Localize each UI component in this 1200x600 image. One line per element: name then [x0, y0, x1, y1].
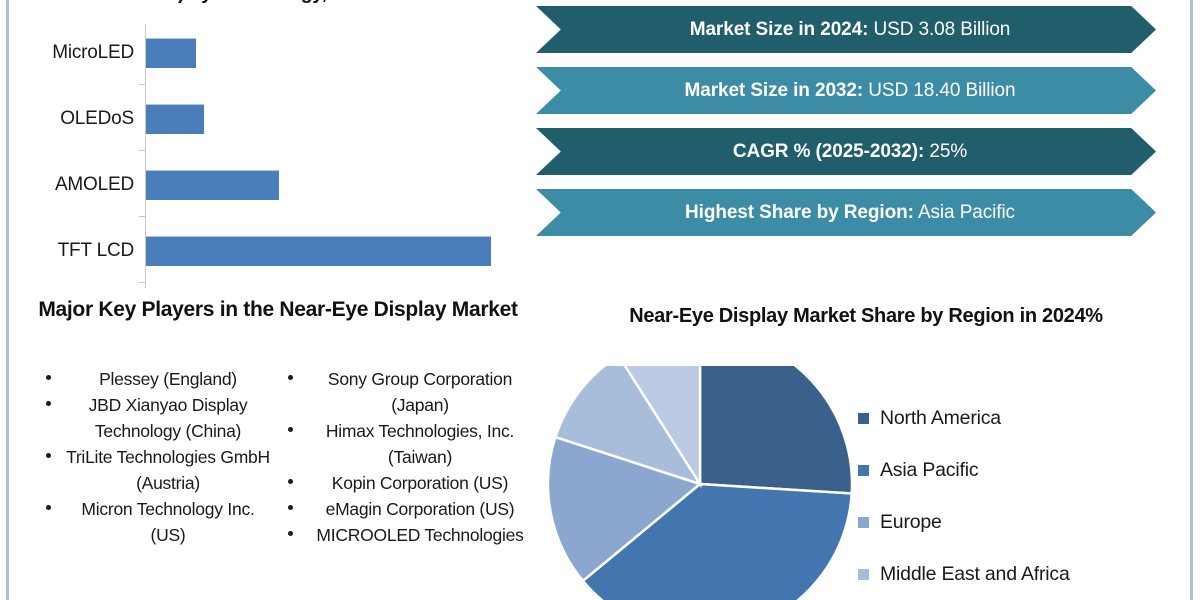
- bullet-icon: [288, 427, 293, 432]
- bar-category-label: MicroLED: [52, 42, 134, 63]
- bullet-icon: [46, 401, 51, 406]
- metric-banner-value: 25%: [924, 140, 968, 162]
- bar-chart-bar: [146, 38, 196, 68]
- key-player-name: Himax Technologies, Inc. (Taiwan): [325, 421, 515, 467]
- pie-chart-legend: North America Asia Pacific Europe Middle Ea…: [858, 392, 1188, 600]
- bar-chart-title: Bn.) by Technology, in 2024: [12, 0, 532, 6]
- key-player-name: eMagin Corporation (US): [325, 499, 515, 519]
- bar-chart-plot: MicroLED OLEDoS AMOLED TFT LCD: [12, 24, 532, 288]
- bullet-icon: [288, 531, 293, 536]
- pie-chart-svg: [546, 330, 854, 600]
- pie-slice: [698, 330, 854, 495]
- bar-category-label: TFT LCD: [57, 240, 135, 261]
- key-player-name: Kopin Corporation (US): [331, 473, 509, 493]
- key-players-columns: Plessey (England) JBD Xianyao Display Tec…: [12, 366, 536, 548]
- key-player-item: TriLite Technologies GmbH (Austria): [46, 444, 274, 496]
- key-players-column-right: Sony Group Corporation (Japan) Himax Tech…: [274, 366, 536, 548]
- key-player-item: eMagin Corporation (US): [288, 496, 536, 522]
- key-players-list-right: Sony Group Corporation (Japan) Himax Tech…: [288, 366, 536, 548]
- bar-chart-bar: [146, 104, 204, 134]
- pie-legend-swatch: [858, 516, 869, 528]
- key-player-name: Micron Technology Inc. (US): [81, 499, 255, 545]
- metric-banner-value: Asia Pacific: [913, 201, 1015, 223]
- pie-legend-row: Middle East and Africa: [858, 548, 1188, 600]
- poster-left-border: [6, 0, 9, 600]
- bar-chart-row: OLEDoS: [12, 88, 532, 154]
- pie-legend-label: Europe: [880, 510, 942, 533]
- bar-category-label: AMOLED: [54, 174, 134, 195]
- bullet-icon: [288, 375, 293, 380]
- metric-banner-text: CAGR % (2025-2032): 25%: [725, 141, 967, 163]
- key-player-item: Sony Group Corporation (Japan): [288, 366, 536, 418]
- key-players-column-left: Plessey (England) JBD Xianyao Display Tec…: [12, 366, 274, 548]
- poster-right-border: [1190, 0, 1193, 600]
- pie-chart-graphic: [536, 330, 860, 600]
- bullet-icon: [46, 453, 51, 458]
- metric-banner-label: CAGR % (2025-2032):: [732, 140, 925, 162]
- bar-chart-bar: [146, 236, 491, 266]
- key-players-list-left: Plessey (England) JBD Xianyao Display Tec…: [46, 366, 274, 548]
- metric-banner: CAGR % (2025-2032): 25%: [536, 128, 1156, 175]
- pie-slice: [546, 435, 703, 583]
- key-player-item: Himax Technologies, Inc. (Taiwan): [288, 418, 536, 470]
- pie-chart-title: Near-Eye Display Market Share by Region …: [629, 305, 1103, 327]
- bullet-icon: [46, 505, 51, 510]
- metric-banner-text: Market Size in 2024: USD 3.08 Billion: [682, 19, 1011, 41]
- key-players-title: Major Key Players in the Near-Eye Displa…: [38, 298, 518, 321]
- bar-chart-axis: [145, 24, 146, 288]
- key-player-item: JBD Xianyao Display Technology (China): [46, 392, 274, 444]
- pie-legend-label: Asia Pacific: [880, 458, 979, 481]
- key-player-item: Plessey (England): [46, 366, 274, 392]
- pie-legend-swatch: [858, 412, 869, 424]
- key-player-item: Micron Technology Inc. (US): [46, 496, 274, 548]
- metric-banner-label: Market Size in 2024:: [689, 18, 869, 40]
- metric-banner-label: Highest Share by Region:: [685, 201, 914, 223]
- metric-banner-value: USD 3.08 Billion: [868, 18, 1011, 40]
- bullet-icon: [46, 375, 51, 380]
- bar-chart-row: MicroLED: [12, 22, 532, 88]
- metric-banner: Market Size in 2032: USD 18.40 Billion: [536, 67, 1156, 114]
- bullet-icon: [288, 479, 293, 484]
- metric-banner-text: Market Size in 2032: USD 18.40 Billion: [677, 80, 1016, 102]
- pie-legend-row: Asia Pacific: [858, 444, 1188, 496]
- bar-chart-tick: [139, 84, 145, 85]
- bar-chart-tick: [139, 282, 145, 283]
- pie-legend-label: North America: [880, 406, 1001, 429]
- pie-legend-swatch: [858, 464, 869, 476]
- bullet-icon: [288, 505, 293, 510]
- pie-legend-row: North America: [858, 392, 1188, 444]
- metric-banner: Market Size in 2024: USD 3.08 Billion: [536, 6, 1156, 53]
- pie-chart-panel: Near-Eye Display Market Share by Region …: [536, 288, 1188, 600]
- key-players-panel: Major Key Players in the Near-Eye Displa…: [12, 288, 536, 600]
- pie-slice: [581, 482, 854, 600]
- bar-chart-tick: [139, 216, 145, 217]
- bar-chart-panel: Bn.) by Technology, in 2024 MicroLED OLED…: [12, 0, 532, 288]
- key-player-item: MICROOLED Technologies: [288, 522, 536, 548]
- bar-chart-row: AMOLED: [12, 154, 532, 220]
- bar-chart-bar: [146, 170, 279, 200]
- key-player-name: Plessey (England): [99, 369, 237, 389]
- key-player-item: Kopin Corporation (US): [288, 470, 536, 496]
- key-player-name: TriLite Technologies GmbH (Austria): [66, 447, 270, 493]
- pie-legend-row: Europe: [858, 496, 1188, 548]
- metric-banner-text: Highest Share by Region: Asia Pacific: [677, 202, 1015, 224]
- key-metrics-banners: Market Size in 2024: USD 3.08 Billion Mar…: [536, 6, 1176, 280]
- key-player-name: JBD Xianyao Display Technology (China): [88, 395, 248, 441]
- bar-category-label: OLEDoS: [60, 108, 134, 129]
- bar-chart-row: TFT LCD: [12, 220, 532, 286]
- metric-banner-value: USD 18.40 Billion: [863, 79, 1016, 101]
- bar-chart-tick: [139, 150, 145, 151]
- key-player-name: MICROOLED Technologies: [316, 525, 524, 545]
- key-player-name: Sony Group Corporation (Japan): [327, 369, 513, 415]
- metric-banner-label: Market Size in 2032:: [684, 79, 864, 101]
- pie-legend-swatch: [858, 568, 869, 580]
- metric-banner: Highest Share by Region: Asia Pacific: [536, 189, 1156, 236]
- pie-legend-label: Middle East and Africa: [880, 562, 1070, 585]
